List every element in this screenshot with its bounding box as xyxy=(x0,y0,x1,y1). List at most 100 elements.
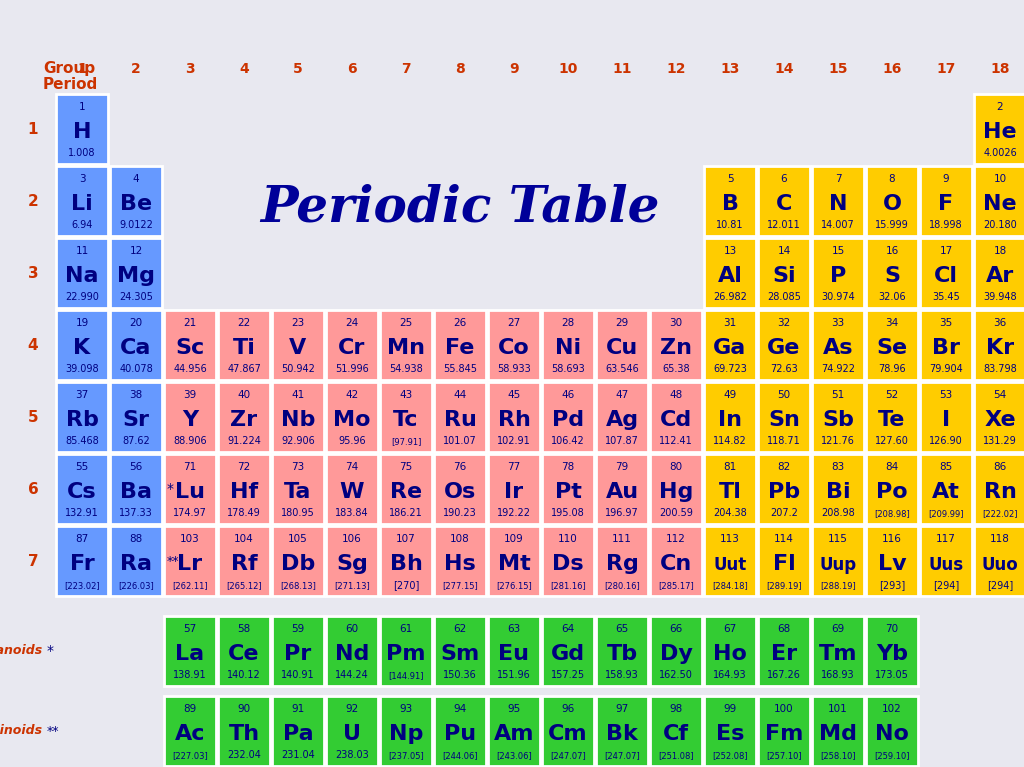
Text: 22.990: 22.990 xyxy=(66,292,99,302)
Text: Uuo: Uuo xyxy=(982,555,1019,574)
Text: Nb: Nb xyxy=(281,410,315,430)
Text: 83: 83 xyxy=(831,462,845,472)
Text: 10: 10 xyxy=(993,173,1007,183)
Text: 17: 17 xyxy=(939,245,952,255)
Text: O: O xyxy=(883,195,901,215)
FancyBboxPatch shape xyxy=(758,616,810,686)
Text: 204.38: 204.38 xyxy=(713,509,746,518)
Text: 8: 8 xyxy=(455,62,465,76)
Text: 87: 87 xyxy=(76,534,89,544)
Text: Sg: Sg xyxy=(336,555,368,574)
Text: I: I xyxy=(942,410,950,430)
FancyBboxPatch shape xyxy=(218,310,270,380)
Text: 109: 109 xyxy=(504,534,524,544)
FancyBboxPatch shape xyxy=(596,382,648,452)
FancyBboxPatch shape xyxy=(866,166,918,236)
Text: Hs: Hs xyxy=(444,555,476,574)
Text: 53: 53 xyxy=(939,390,952,400)
FancyBboxPatch shape xyxy=(434,616,486,686)
Text: Cd: Cd xyxy=(659,410,692,430)
Text: [144.91]: [144.91] xyxy=(388,671,424,680)
Text: Ca: Ca xyxy=(120,338,152,358)
Text: 97: 97 xyxy=(615,703,629,713)
Text: 80: 80 xyxy=(670,462,683,472)
FancyBboxPatch shape xyxy=(758,238,810,308)
FancyBboxPatch shape xyxy=(164,616,216,686)
Text: [271.13]: [271.13] xyxy=(334,581,370,590)
Text: Sm: Sm xyxy=(440,644,479,664)
Text: 78.96: 78.96 xyxy=(879,364,906,374)
Text: 106.42: 106.42 xyxy=(551,436,585,446)
Text: 92.906: 92.906 xyxy=(282,436,314,446)
Text: Ir: Ir xyxy=(505,482,523,502)
Text: 15.999: 15.999 xyxy=(876,220,909,231)
FancyBboxPatch shape xyxy=(488,526,540,596)
Text: Pd: Pd xyxy=(552,410,584,430)
Text: 55: 55 xyxy=(76,462,89,472)
FancyBboxPatch shape xyxy=(812,310,864,380)
FancyBboxPatch shape xyxy=(758,526,810,596)
FancyBboxPatch shape xyxy=(650,382,702,452)
Text: 100: 100 xyxy=(774,703,794,713)
Text: Xe: Xe xyxy=(984,410,1016,430)
Text: Kr: Kr xyxy=(986,338,1014,358)
Text: Group: Group xyxy=(43,61,95,76)
FancyBboxPatch shape xyxy=(758,166,810,236)
Text: 162.50: 162.50 xyxy=(659,670,693,680)
Text: [251.08]: [251.08] xyxy=(658,751,694,760)
FancyBboxPatch shape xyxy=(812,526,864,596)
Text: Br: Br xyxy=(932,338,961,358)
Text: 102: 102 xyxy=(882,703,902,713)
Text: 36: 36 xyxy=(993,318,1007,328)
Text: 95: 95 xyxy=(507,703,520,713)
Text: [247.07]: [247.07] xyxy=(604,751,640,760)
Text: Cs: Cs xyxy=(68,482,97,502)
Text: Mo: Mo xyxy=(333,410,371,430)
Text: B: B xyxy=(722,195,738,215)
Text: 88: 88 xyxy=(129,534,142,544)
Text: La: La xyxy=(175,644,205,664)
FancyBboxPatch shape xyxy=(164,526,216,596)
Text: 107: 107 xyxy=(396,534,416,544)
Text: 35: 35 xyxy=(939,318,952,328)
FancyBboxPatch shape xyxy=(758,382,810,452)
Text: 94: 94 xyxy=(454,703,467,713)
FancyBboxPatch shape xyxy=(812,454,864,524)
Text: 42: 42 xyxy=(345,390,358,400)
Text: 39.948: 39.948 xyxy=(983,292,1017,302)
FancyBboxPatch shape xyxy=(596,616,648,686)
FancyBboxPatch shape xyxy=(758,310,810,380)
Text: Ra: Ra xyxy=(120,555,152,574)
Text: Ho: Ho xyxy=(713,644,746,664)
Text: Gd: Gd xyxy=(551,644,585,664)
Text: Np: Np xyxy=(389,725,423,745)
Text: Bi: Bi xyxy=(825,482,850,502)
Text: 111: 111 xyxy=(612,534,632,544)
Text: 26: 26 xyxy=(454,318,467,328)
Text: 61: 61 xyxy=(399,624,413,634)
Text: 2: 2 xyxy=(996,101,1004,112)
Text: 121.76: 121.76 xyxy=(821,436,855,446)
Text: 27: 27 xyxy=(507,318,520,328)
FancyBboxPatch shape xyxy=(866,696,918,766)
Text: 28: 28 xyxy=(561,318,574,328)
Text: 1: 1 xyxy=(79,101,85,112)
FancyBboxPatch shape xyxy=(488,382,540,452)
Text: [259.10]: [259.10] xyxy=(874,751,909,760)
Text: 4: 4 xyxy=(28,337,38,353)
Text: [243.06]: [243.06] xyxy=(496,751,531,760)
Text: 84: 84 xyxy=(886,462,899,472)
Text: Am: Am xyxy=(494,725,535,745)
Text: 24: 24 xyxy=(345,318,358,328)
Text: Ac: Ac xyxy=(175,725,205,745)
Text: 116: 116 xyxy=(882,534,902,544)
Text: 58.933: 58.933 xyxy=(497,364,530,374)
Text: Mg: Mg xyxy=(117,266,155,287)
FancyBboxPatch shape xyxy=(542,454,594,524)
Text: 58.693: 58.693 xyxy=(551,364,585,374)
Text: 62: 62 xyxy=(454,624,467,634)
Text: 2: 2 xyxy=(131,62,141,76)
Text: [226.03]: [226.03] xyxy=(118,581,154,590)
Text: K: K xyxy=(74,338,90,358)
Text: Sn: Sn xyxy=(768,410,800,430)
